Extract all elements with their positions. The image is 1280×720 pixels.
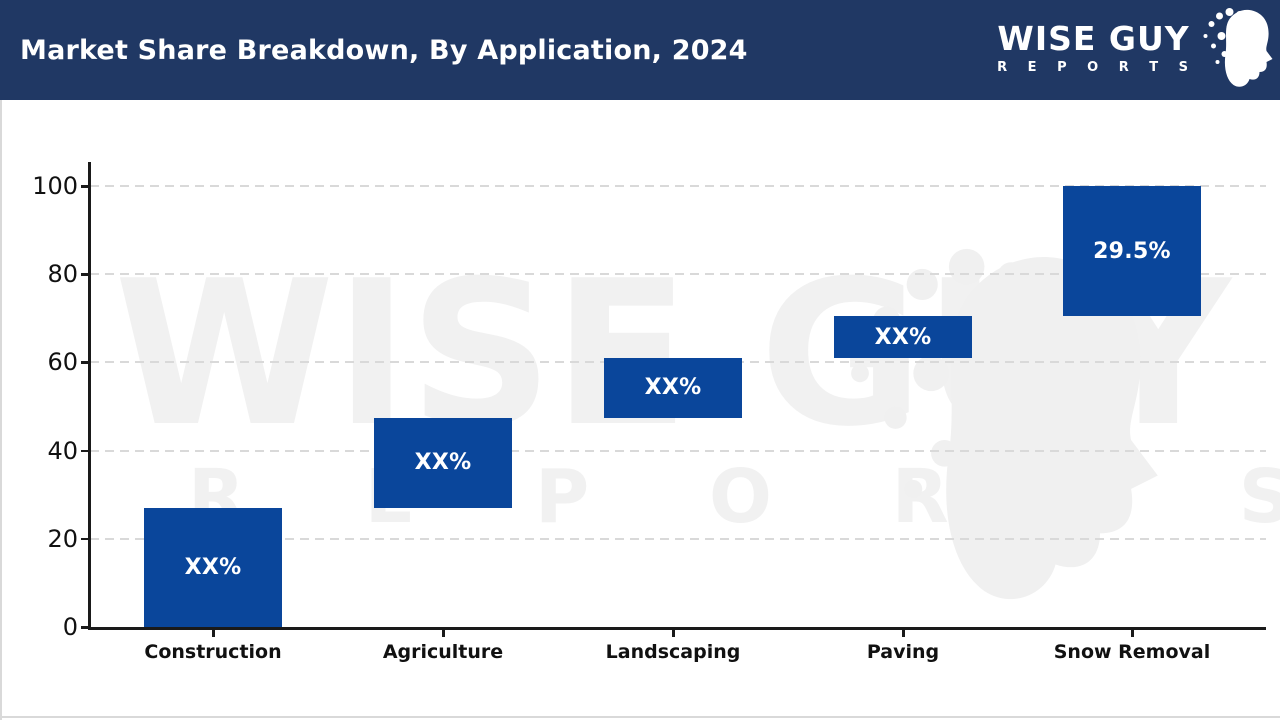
x-category-label-3: Paving — [866, 641, 940, 663]
y-tick-label-80: 80 — [47, 260, 78, 289]
x-tick-mark-2 — [672, 629, 675, 637]
bar-value-label: XX% — [644, 375, 702, 401]
x-tick-mark-3 — [902, 629, 905, 637]
x-tick-mark-1 — [442, 629, 445, 637]
bar-value-label: XX% — [874, 324, 932, 350]
x-category-label-2: Landscaping — [605, 641, 741, 663]
x-category-label-1: Agriculture — [382, 641, 504, 663]
y-axis-line — [88, 162, 91, 629]
footer-divider — [0, 716, 1280, 718]
x-axis-line — [88, 627, 1266, 630]
bar-paving: XX% — [834, 316, 972, 358]
gridline-100 — [90, 185, 1266, 187]
y-tick-label-60: 60 — [47, 348, 78, 377]
y-tick-label-40: 40 — [47, 436, 78, 465]
y-tick-mark-60 — [81, 361, 89, 364]
chart-title: Market Share Breakdown, By Application, … — [20, 34, 748, 66]
y-tick-label-20: 20 — [47, 524, 78, 553]
x-category-label-0: Construction — [144, 641, 282, 663]
x-category-label-4: Snow Removal — [1053, 641, 1211, 663]
gridline-40 — [90, 449, 1266, 452]
y-tick-mark-80 — [81, 273, 89, 276]
plot-area: WISE GUY R E P O R T S 0 20 40 60 80 100 XX% Co… — [0, 100, 1280, 720]
y-tick-mark-0 — [81, 626, 89, 629]
bar-snow-removal: 29.5% — [1063, 186, 1201, 317]
gridline-20 — [90, 537, 1266, 540]
brand-logo-name: WISE GUY — [997, 19, 1190, 58]
x-tick-mark-0 — [212, 629, 215, 637]
brand-face-icon — [1203, 8, 1273, 87]
bar-value-label: XX% — [184, 554, 242, 580]
y-tick-mark-100 — [81, 185, 89, 188]
brand-logo-subtitle: R E P O R T S — [997, 59, 1196, 75]
y-tick-label-100: 100 — [32, 172, 78, 200]
y-tick-label-0: 0 — [62, 613, 78, 641]
gridline-80 — [90, 273, 1266, 276]
brand-logo: WISE GUY R E P O R T S — [991, 19, 1196, 75]
bar-value-label: 29.5% — [1093, 238, 1171, 264]
y-tick-mark-20 — [81, 537, 89, 541]
x-tick-mark-4 — [1131, 629, 1134, 637]
bar-agriculture: XX% — [374, 417, 512, 508]
bar-value-label: XX% — [414, 450, 472, 476]
header-band: Market Share Breakdown, By Application, … — [0, 0, 1280, 100]
bar-landscaping: XX% — [604, 357, 742, 418]
bar-construction: XX% — [144, 507, 282, 627]
y-tick-mark-40 — [81, 449, 89, 453]
